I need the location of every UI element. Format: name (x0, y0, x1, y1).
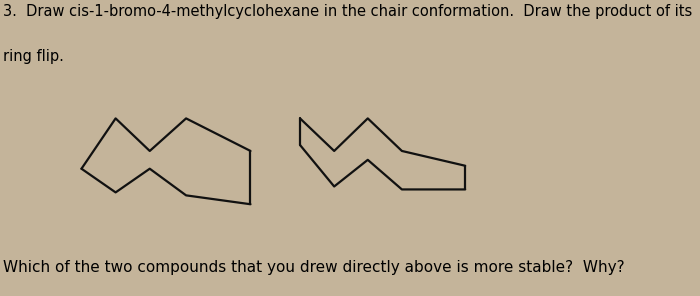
Text: ring flip.: ring flip. (3, 49, 64, 64)
Text: Which of the two compounds that you drew directly above is more stable?  Why?: Which of the two compounds that you drew… (3, 260, 624, 275)
Text: 3.  Draw cis-1-bromo-4-methylcyclohexane in the chair conformation.  Draw the pr: 3. Draw cis-1-bromo-4-methylcyclohexane … (3, 4, 692, 20)
